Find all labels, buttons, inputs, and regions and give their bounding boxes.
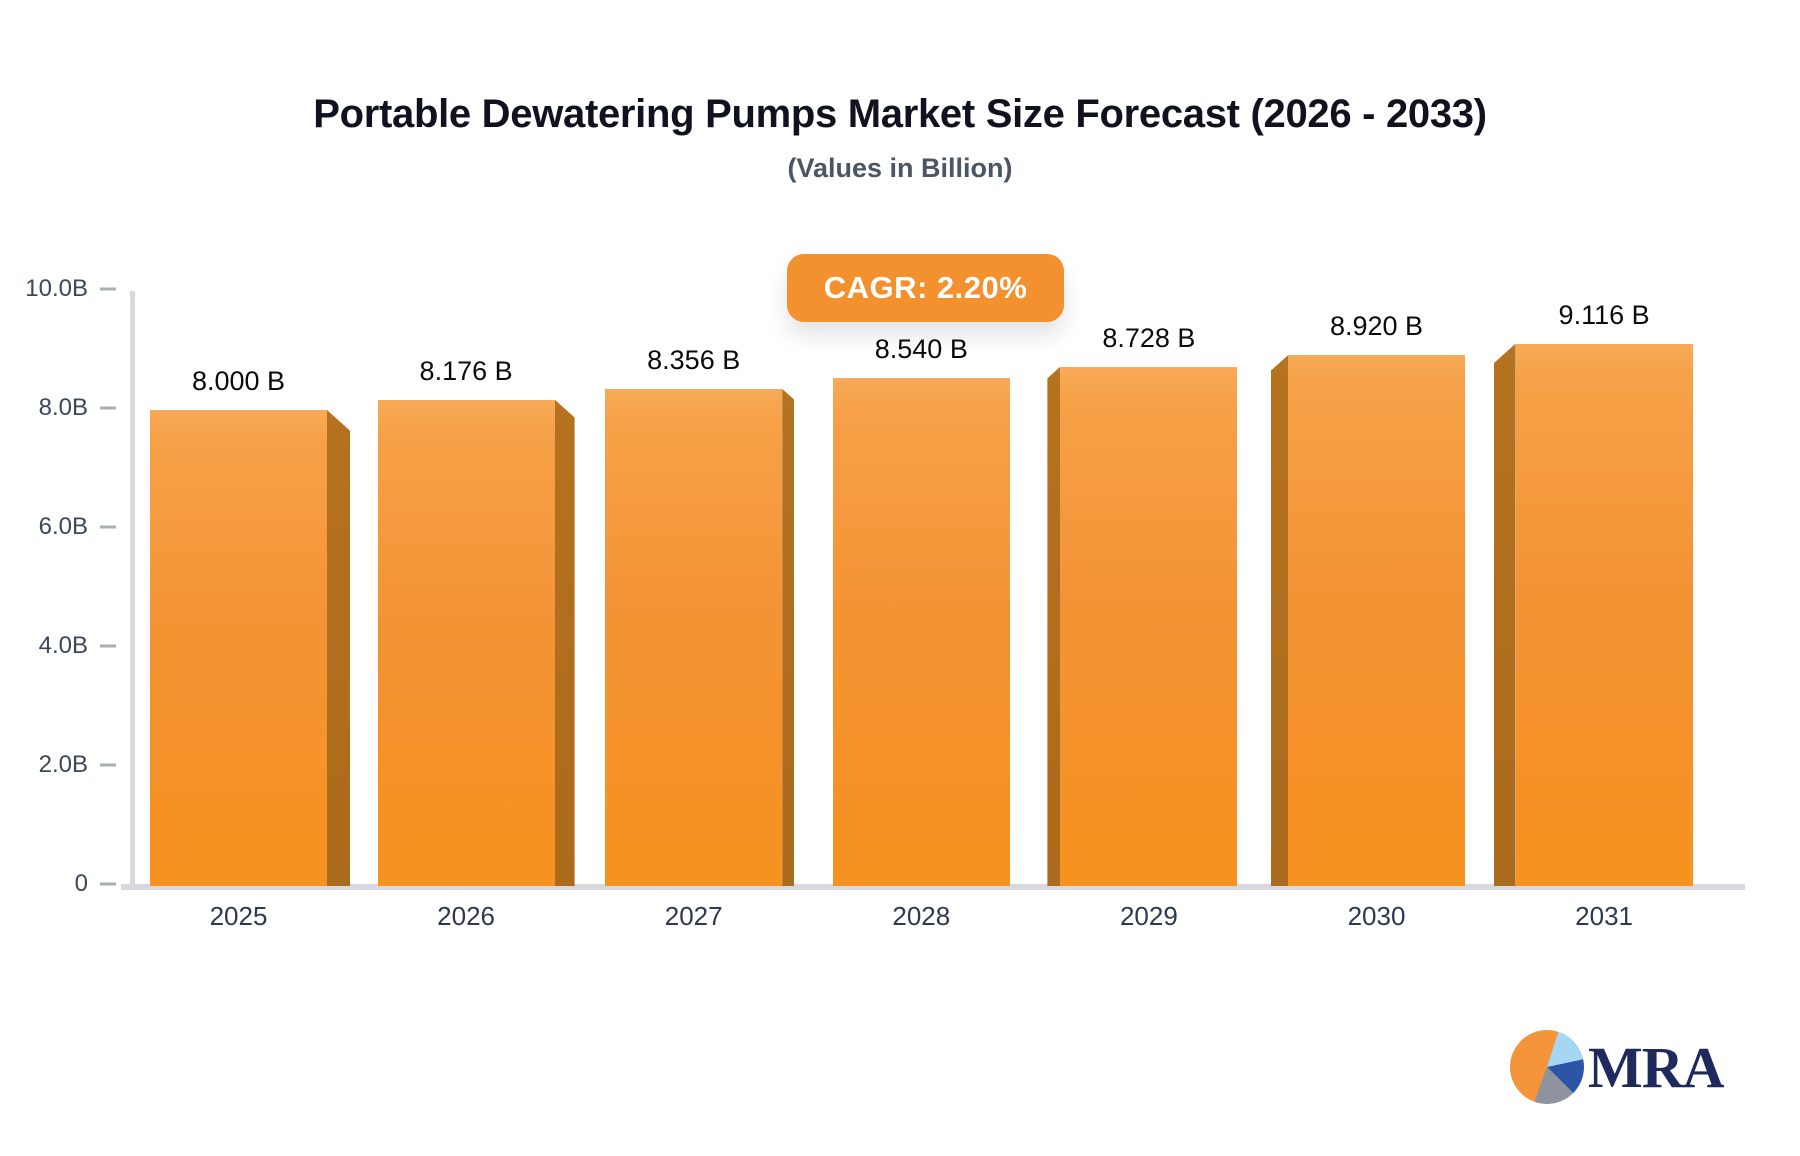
y-tick-label: 0 [74, 870, 88, 897]
cagr-badge-label: CAGR: 2.20% [823, 270, 1028, 305]
bar-3d-side [1047, 366, 1061, 886]
chart-subtitle: (Values in Billion) [787, 153, 1013, 183]
bar-2025 [150, 410, 327, 886]
x-tick-label: 2027 [664, 901, 723, 931]
chart-title: Portable Dewatering Pumps Market Size Fo… [313, 92, 1487, 136]
bar-3d-side [327, 410, 350, 886]
pie-chart-icon [1510, 1030, 1584, 1104]
x-tick-label: 2025 [209, 901, 268, 931]
y-tick-dash [100, 644, 116, 648]
x-tick-label: 2030 [1347, 901, 1406, 931]
x-tick-label: 2029 [1119, 901, 1178, 931]
bar-value-label: 8.920 B [1329, 311, 1424, 342]
y-tick-label: 4.0B [38, 632, 88, 659]
x-axis-baseline [121, 884, 1745, 890]
bar-2031 [1515, 343, 1693, 886]
chart-header: Portable Dewatering Pumps Market Size Fo… [0, 92, 1800, 184]
y-tick-label: 2.0B [38, 751, 88, 778]
y-tick-dash [100, 406, 116, 410]
bar-value-label: 8.540 B [874, 333, 968, 364]
x-tick-label: 2028 [892, 901, 951, 931]
bar-2027 [605, 388, 783, 886]
x-tick-label: 2026 [437, 901, 496, 931]
bar-value-label: 8.728 B [1102, 322, 1196, 353]
bar-3d-side [782, 388, 795, 886]
bar-3d-side [554, 399, 575, 886]
y-tick-label: 6.0B [38, 513, 88, 540]
bar-3d-side [1271, 355, 1288, 886]
y-tick-dash [100, 882, 116, 886]
cagr-badge: CAGR: 2.20% [787, 254, 1064, 322]
y-tick-label: 8.0B [38, 394, 88, 421]
brand-logo: MRA [1510, 1030, 1725, 1104]
y-tick-dash [100, 763, 116, 767]
bar-2028 [832, 377, 1010, 886]
brand-logo-text: MRA [1588, 1034, 1725, 1100]
bar-2029 [1060, 366, 1238, 886]
x-tick-label: 2031 [1575, 901, 1634, 931]
bar-value-label: 8.176 B [419, 355, 513, 386]
bar-3d-side [1493, 343, 1516, 886]
y-tick-dash [100, 287, 116, 291]
bar-2026 [377, 399, 555, 886]
bar-value-label: 8.000 B [191, 366, 286, 396]
y-tick-label: 10.0B [25, 275, 88, 302]
bar-value-label: 9.116 B [1558, 299, 1650, 330]
y-tick-dash [100, 525, 116, 529]
y-axis-line [130, 291, 135, 886]
bar-value-label: 8.356 B [647, 344, 741, 375]
bar-2030 [1288, 355, 1465, 886]
